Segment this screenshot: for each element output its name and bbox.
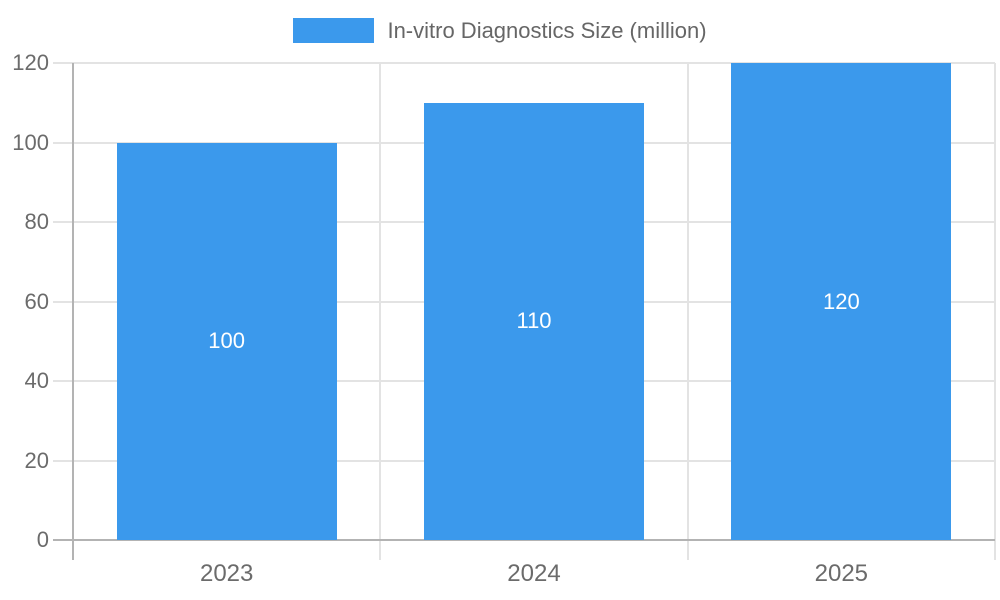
x-axis-label-2025: 2025 [814,560,869,587]
y-axis-line [72,63,74,540]
gridline-vertical [686,63,689,540]
y-tick-label: 120 [12,50,49,75]
y-tick-mark [53,300,73,303]
y-tick-label: 80 [24,209,49,234]
y-tick-label: 60 [24,288,49,314]
bar-2023[interactable] [117,142,337,540]
bar-value-label: 120 [822,288,860,314]
bar-2024[interactable] [424,102,644,540]
x-tick-mark [379,540,382,560]
y-tick-label: 20 [24,447,49,473]
x-axis-label-2024: 2024 [507,560,561,587]
legend-label: In-vitro Diagnostics Size (million) [387,17,707,43]
gridline-horizontal [73,62,995,64]
x-axis-label-2023: 2023 [199,560,254,587]
bar-2025[interactable] [731,63,951,540]
gridline-vertical [379,63,382,540]
y-tick-label: 100 [12,129,49,155]
y-tick-label: 40 [24,368,49,393]
x-tick-mark [72,540,74,560]
legend[interactable]: In-vitro Diagnostics Size (million) [0,17,1000,44]
x-tick-mark [994,540,996,560]
y-tick-mark [53,380,73,382]
legend-swatch [293,18,375,43]
y-tick-mark [53,221,73,223]
x-axis-line [73,539,995,541]
y-tick-label: 0 [36,527,49,552]
y-tick-mark [53,141,73,144]
gridline-vertical [994,63,996,540]
bar-value-label: 110 [516,308,552,334]
x-tick-mark [686,540,689,560]
y-tick-mark [53,459,73,462]
y-tick-mark [53,62,73,64]
bar-value-label: 100 [208,328,246,354]
y-tick-mark [53,539,73,541]
